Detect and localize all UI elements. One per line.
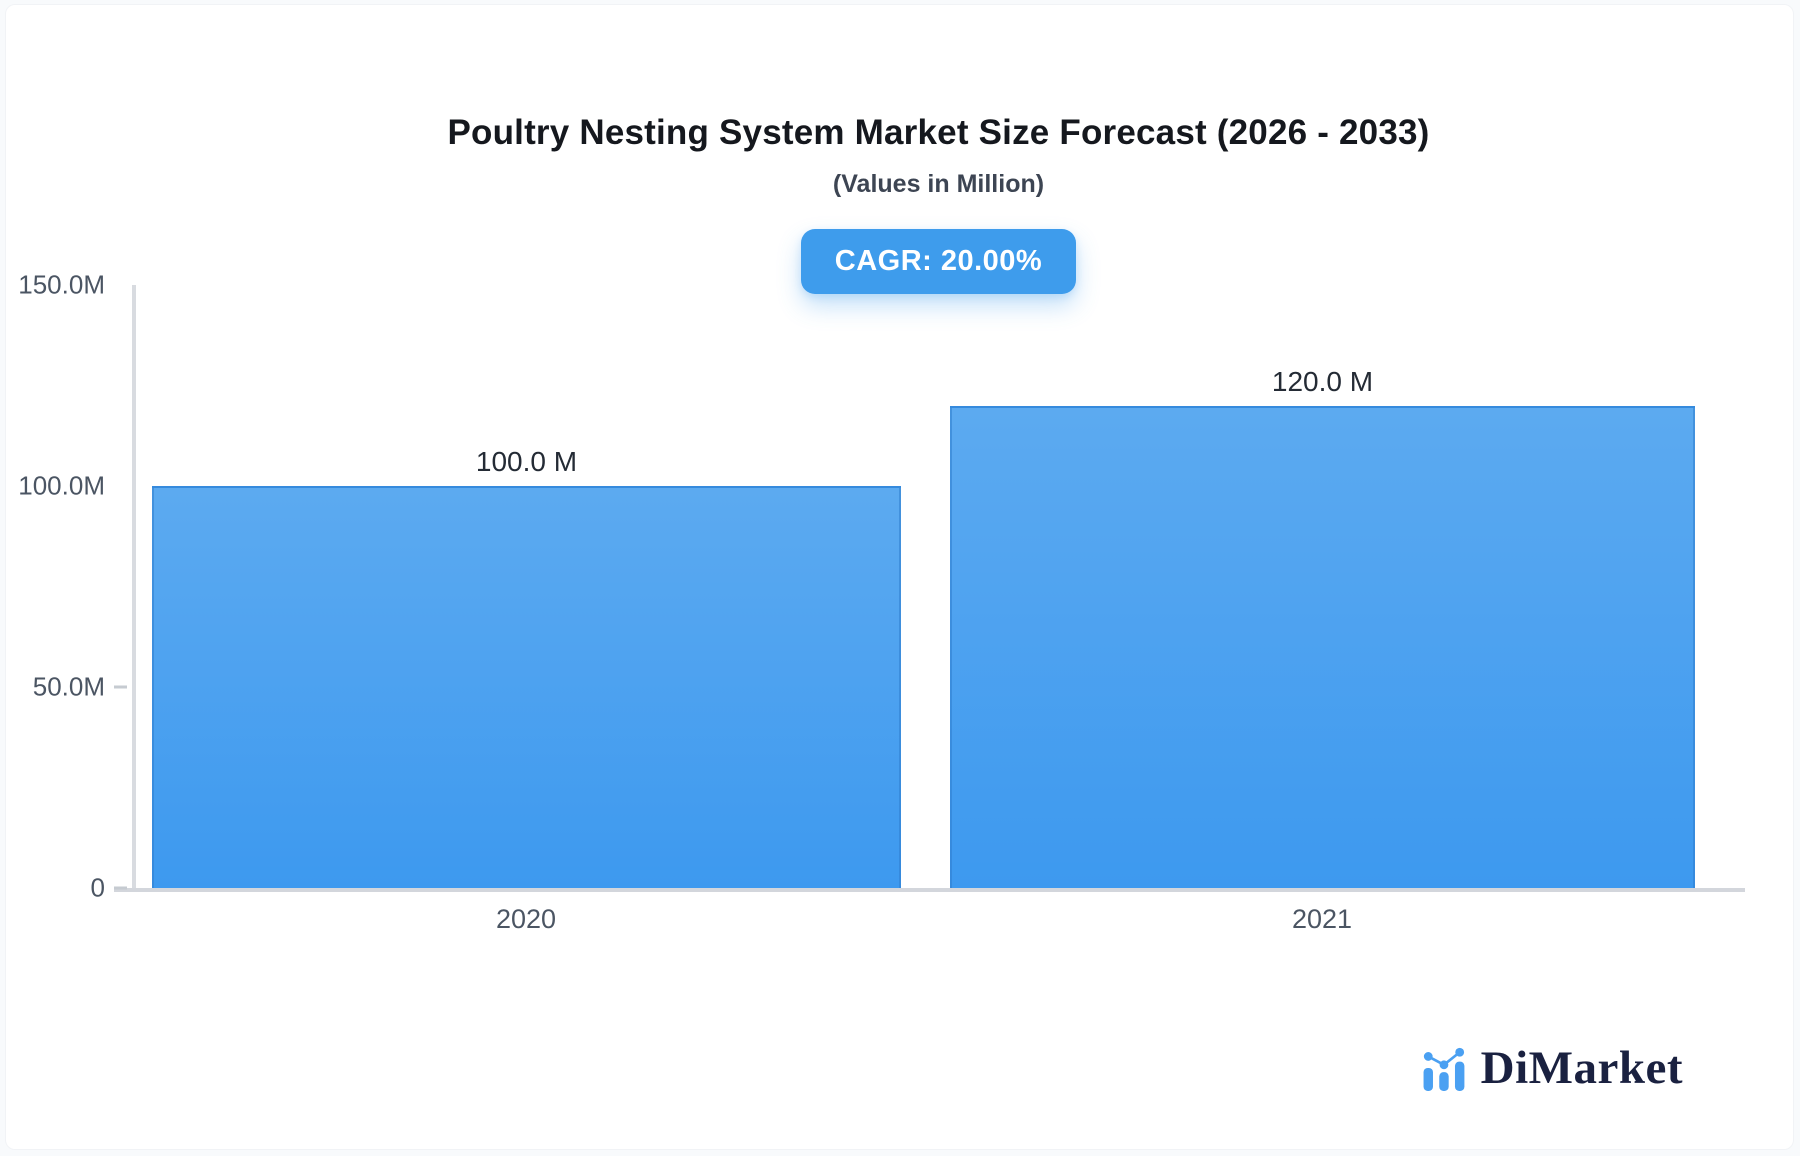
bar-chart-icon xyxy=(1423,1047,1465,1091)
y-tick-label-150: 150.0M xyxy=(18,269,105,300)
dimarket-logo: DiMarket xyxy=(1421,1042,1683,1095)
bar-value-label-2021: 120.0 M xyxy=(1271,365,1374,397)
y-axis-line xyxy=(132,285,136,888)
cagr-badge: CAGR: 20.00% xyxy=(800,229,1077,294)
y-tick-mark-50 xyxy=(114,685,127,689)
y-tick-label-50: 50.0M xyxy=(32,671,105,702)
y-tick-label-0: 0 xyxy=(90,872,105,903)
chart-title: Poultry Nesting System Market Size Forec… xyxy=(447,113,1430,152)
bar-2021[interactable]: 120.0 M xyxy=(950,366,1695,888)
logo-text: DiMarket xyxy=(1480,1042,1683,1095)
bar-2020[interactable]: 100.0 M xyxy=(152,446,901,888)
chart-header: Poultry Nesting System Market Size Forec… xyxy=(132,113,1745,294)
chart-subtitle: (Values in Million) xyxy=(832,170,1045,198)
y-tick-label-100: 100.0M xyxy=(18,470,105,501)
x-tick-label-2021: 2021 xyxy=(1291,904,1353,934)
x-tick-label-2020: 2020 xyxy=(495,904,557,934)
x-axis-line xyxy=(114,888,1745,892)
bar-value-label-2020: 100.0 M xyxy=(475,446,578,477)
chart-card: Poultry Nesting System Market Size Forec… xyxy=(5,4,1794,1150)
y-tick-mark-0 xyxy=(114,886,127,890)
plot-area: 150.0M 100.0M 50.0M 0 100.0 M 120.0 M 20… xyxy=(18,270,1745,934)
